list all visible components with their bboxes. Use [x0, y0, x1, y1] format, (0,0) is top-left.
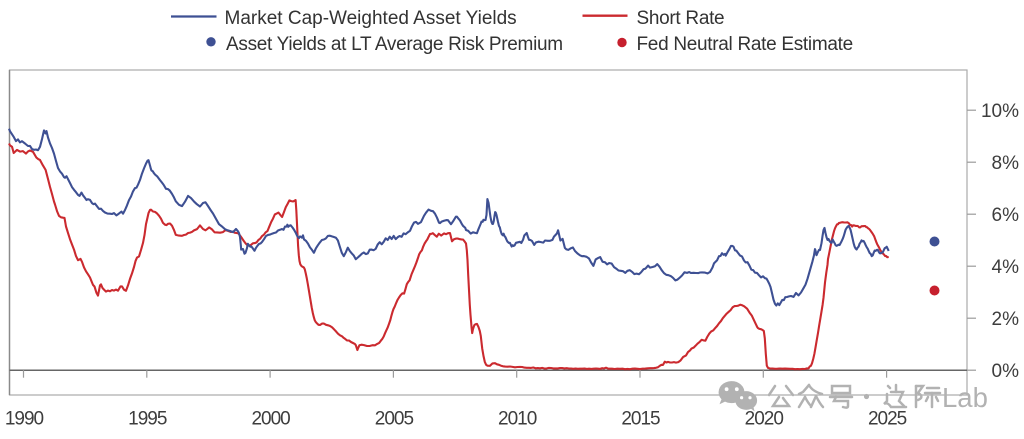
svg-text:6%: 6%: [992, 205, 1020, 226]
svg-text:Lab: Lab: [942, 382, 988, 413]
svg-text:2%: 2%: [992, 309, 1020, 330]
svg-text:1990: 1990: [5, 409, 44, 430]
svg-text:2015: 2015: [621, 409, 660, 430]
svg-text:4%: 4%: [992, 257, 1020, 278]
svg-text:2010: 2010: [498, 409, 537, 430]
svg-text:Asset Yields at LT Average Ris: Asset Yields at LT Average Risk Premium: [226, 34, 563, 55]
svg-text:10%: 10%: [981, 101, 1019, 122]
svg-text:0%: 0%: [992, 361, 1020, 382]
svg-text:1995: 1995: [128, 409, 167, 430]
svg-text:2000: 2000: [251, 409, 290, 430]
svg-text:Fed Neutral Rate Estimate: Fed Neutral Rate Estimate: [637, 34, 853, 55]
svg-text:2025: 2025: [868, 409, 907, 430]
svg-text:Short Rate: Short Rate: [637, 8, 725, 29]
svg-text:8%: 8%: [992, 153, 1020, 174]
svg-text:2020: 2020: [745, 409, 784, 430]
svg-text:Market Cap-Weighted Asset Yiel: Market Cap-Weighted Asset Yields: [225, 8, 517, 29]
svg-text:2005: 2005: [375, 409, 414, 430]
